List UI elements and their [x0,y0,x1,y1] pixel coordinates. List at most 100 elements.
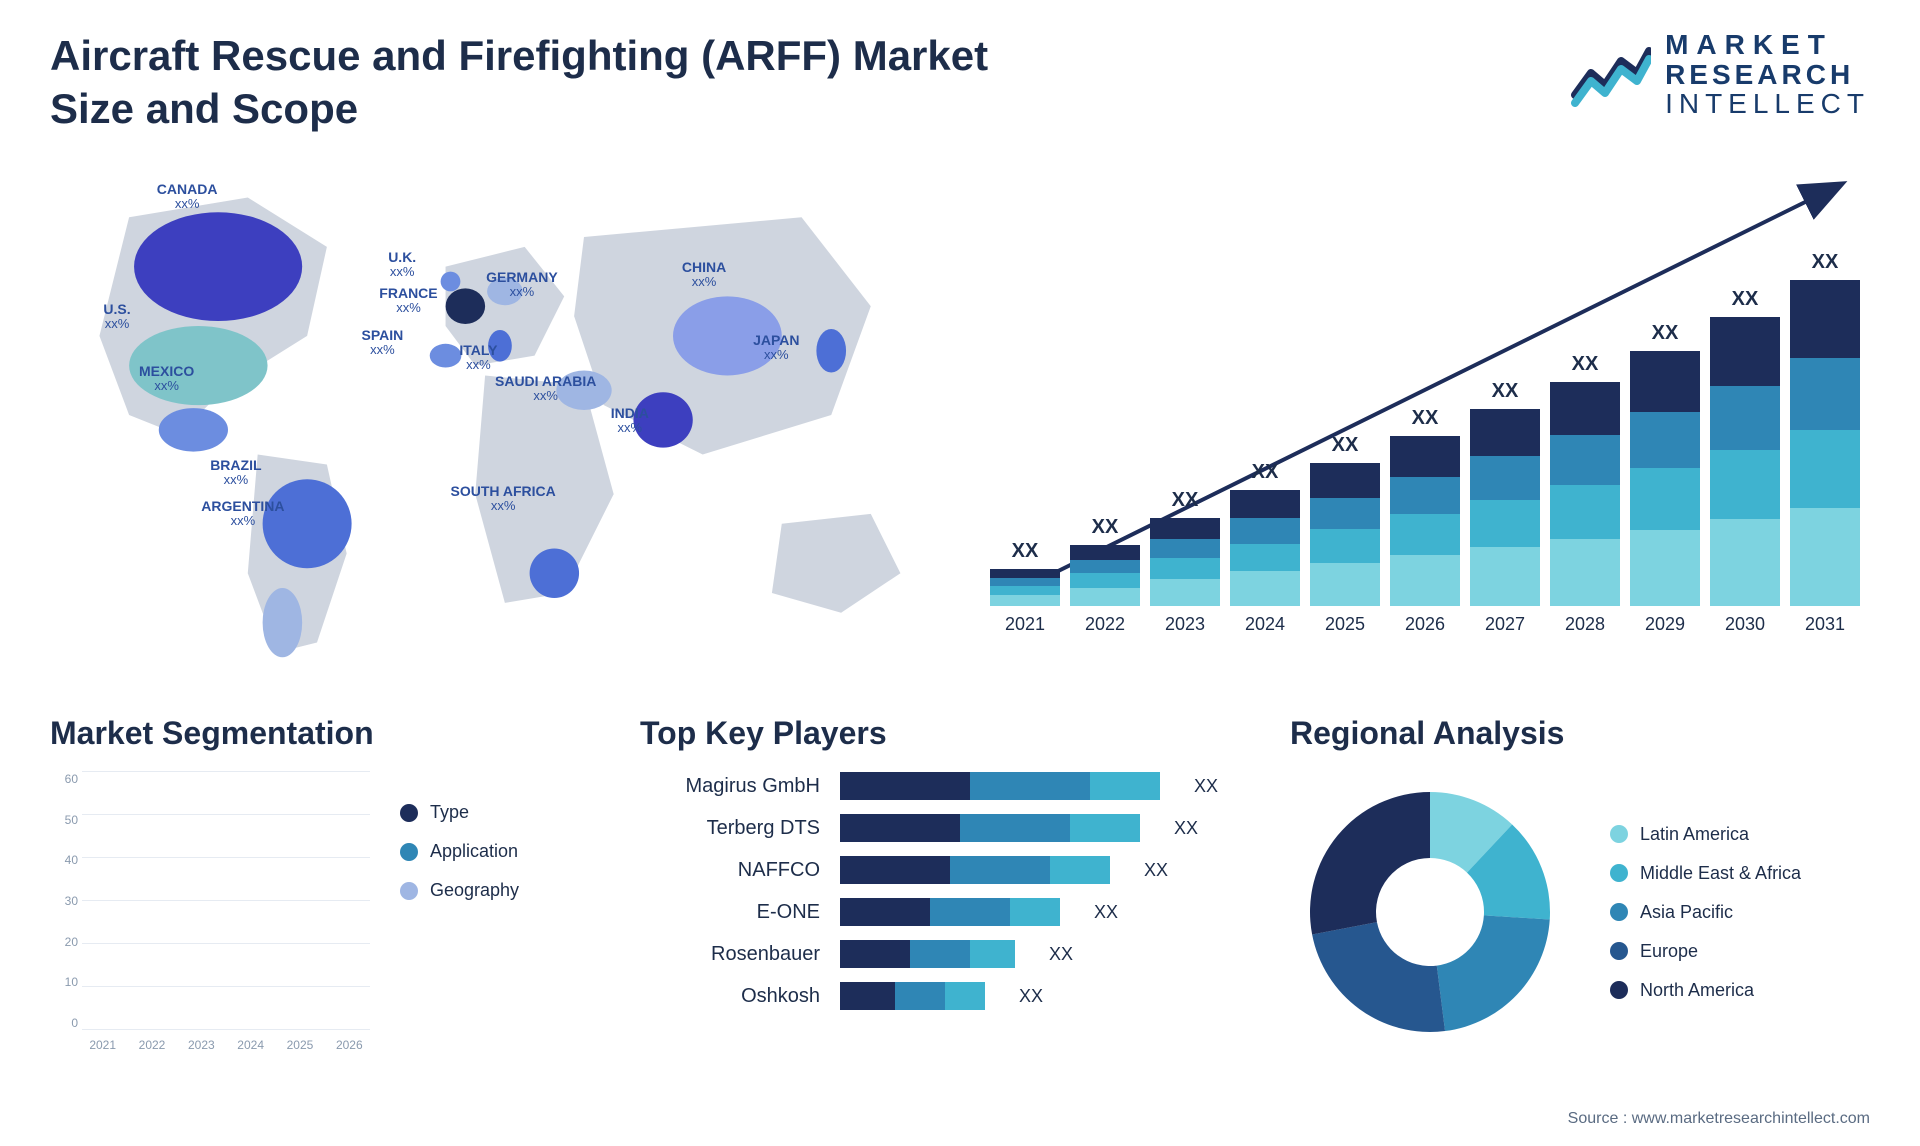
growth-bar-year: 2031 [1805,614,1845,635]
legend-swatch [1610,864,1628,882]
player-name: Terberg DTS [640,817,820,840]
growth-bar-value: XX [1652,322,1679,345]
growth-bar-year: 2029 [1645,614,1685,635]
player-name: Oshkosh [640,985,820,1008]
legend-item: Geography [400,880,519,901]
player-bar [840,898,1060,926]
growth-bar-value: XX [1012,540,1039,563]
growth-bar-value: XX [1332,434,1359,457]
player-bar [840,772,1160,800]
map-country-label: ITALYxx% [459,342,497,373]
player-name: E-ONE [640,901,820,924]
logo-mark [1571,43,1651,107]
player-row: E-ONE XX [640,898,1240,926]
map-country-label: BRAZILxx% [210,457,261,488]
map-country-label: CANADAxx% [157,181,218,212]
player-bar [840,940,1015,968]
regional-panel: Regional Analysis Latin America Middle Ea… [1290,715,1870,1052]
legend-label: Europe [1640,941,1698,962]
map-country-label: MEXICOxx% [139,363,194,394]
players-title: Top Key Players [640,715,1240,752]
players-panel: Top Key Players Magirus GmbHXXTerberg DT… [640,715,1240,1052]
growth-bar-value: XX [1572,353,1599,376]
map-country-label: FRANCExx% [379,285,437,316]
player-bar [840,982,985,1010]
legend-label: Middle East & Africa [1640,863,1801,884]
legend-item: Latin America [1610,824,1801,845]
growth-bar-value: XX [1812,251,1839,274]
growth-bar-year: 2021 [1005,614,1045,635]
legend-item: Type [400,802,519,823]
legend-item: Application [400,841,519,862]
growth-bar-value: XX [1412,407,1439,430]
player-bar [840,856,1110,884]
map-country-label: SOUTH AFRICAxx% [451,483,556,514]
growth-bar-value: XX [1252,461,1279,484]
legend-label: Application [430,841,518,862]
world-map-panel: CANADAxx% U.S.xx% MEXICOxx% BRAZILxx% ARGENT… [50,155,940,675]
player-name: Rosenbauer [640,943,820,966]
growth-bar-value: XX [1732,288,1759,311]
map-country-label: SPAINxx% [362,327,404,358]
regional-title: Regional Analysis [1290,715,1870,752]
growth-bar-year: 2030 [1725,614,1765,635]
growth-chart-panel: XX2021XX2022XX2023XX2024XX2025XX2026XX20… [980,155,1870,675]
growth-bar: XX 2031 [1790,251,1860,635]
growth-bar: XX 2023 [1150,489,1220,635]
legend-item: Europe [1610,941,1801,962]
growth-bar-year: 2026 [1405,614,1445,635]
growth-bar: XX2028 [1550,353,1620,635]
legend-item: North America [1610,980,1801,1001]
growth-bar-year: 2022 [1085,614,1125,635]
map-country-label: JAPANxx% [753,332,799,363]
brand-logo: MARKET RESEARCH INTELLECT [1571,30,1870,119]
player-row: OshkoshXX [640,982,1240,1010]
growth-bar: XX 2029 [1630,322,1700,635]
donut-slice [1437,915,1550,1031]
source-attribution: Source : www.marketresearchintellect.com [1568,1110,1870,1128]
player-value: XX [1049,944,1073,965]
growth-bar-year: 2025 [1325,614,1365,635]
player-name: NAFFCO [640,859,820,882]
player-value: XX [1094,902,1118,923]
map-country-label: U.S.xx% [103,301,130,332]
segmentation-chart: 6050403020100 202120222023202420252026 [50,772,370,1052]
legend-swatch [1610,981,1628,999]
legend-label: Type [430,802,469,823]
legend-swatch [1610,942,1628,960]
legend-swatch [1610,825,1628,843]
player-bar [840,814,1140,842]
player-row: Magirus GmbH XX [640,772,1240,800]
legend-swatch [1610,903,1628,921]
donut-slice [1312,922,1445,1032]
player-value: XX [1144,860,1168,881]
growth-bar: XX 2026 [1390,407,1460,635]
player-row: NAFFCO XX [640,856,1240,884]
map-country-label: ARGENTINAxx% [201,498,284,529]
player-row: Terberg DTS XX [640,814,1240,842]
legend-item: Middle East & Africa [1610,863,1801,884]
world-map [50,155,940,675]
map-country-label: GERMANYxx% [486,269,558,300]
legend-swatch [400,804,418,822]
map-country-label: INDIAxx% [611,405,649,436]
player-value: XX [1174,818,1198,839]
legend-label: Asia Pacific [1640,902,1733,923]
growth-bar-year: 2023 [1165,614,1205,635]
player-value: XX [1194,776,1218,797]
growth-bar: XX 2022 [1070,516,1140,635]
segmentation-panel: Market Segmentation 6050403020100 202120… [50,715,590,1052]
legend-item: Asia Pacific [1610,902,1801,923]
growth-bar-value: XX [1092,516,1119,539]
segmentation-legend: Type Application Geography [400,772,519,1052]
legend-swatch [400,843,418,861]
regional-donut [1290,772,1570,1052]
growth-bar: XX 2030 [1710,288,1780,635]
growth-bar-value: XX [1492,380,1519,403]
legend-label: Latin America [1640,824,1749,845]
segmentation-title: Market Segmentation [50,715,590,752]
growth-bar-value: XX [1172,489,1199,512]
map-country-label: CHINAxx% [682,259,726,290]
legend-label: North America [1640,980,1754,1001]
player-name: Magirus GmbH [640,775,820,798]
